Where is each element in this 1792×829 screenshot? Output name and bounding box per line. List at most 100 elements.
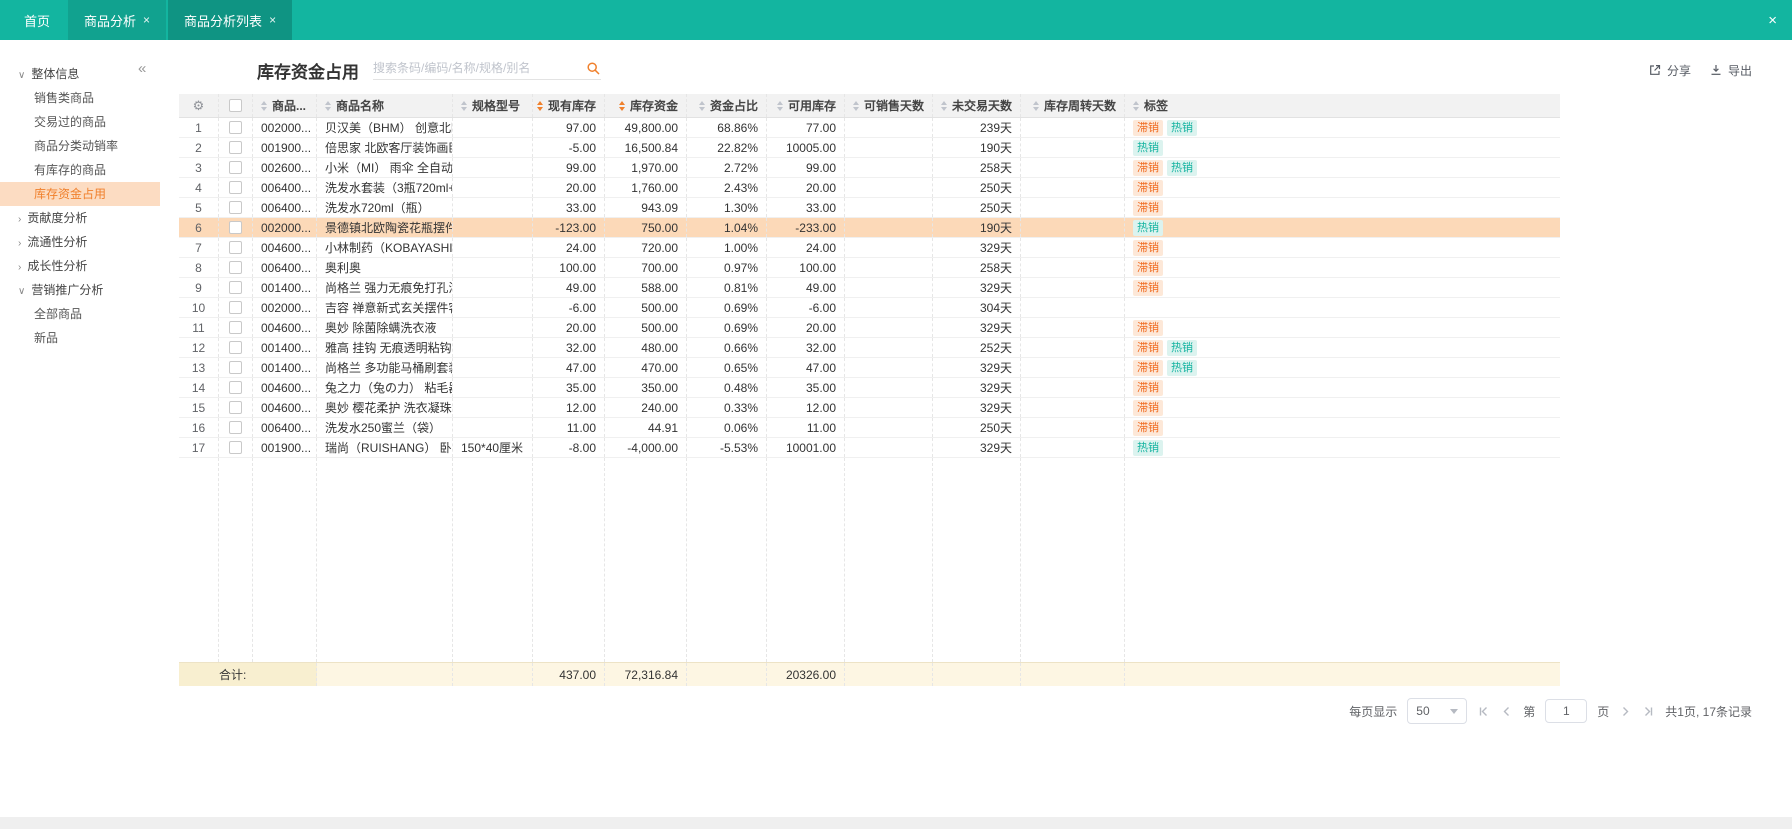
row-checkbox[interactable]	[229, 221, 242, 234]
sidebar-collapse-icon[interactable]: «	[138, 60, 147, 77]
table-row[interactable]: 4006400...洗发水套装（3瓶720ml+1瓶20.001,760.002…	[179, 178, 1560, 198]
cell-name: 尚格兰 多功能马桶刷套装 月	[317, 358, 453, 377]
page-input[interactable]	[1545, 699, 1588, 723]
table-row[interactable]: 11 004600... 奥妙 除菌除螨洗衣液 20.00 500.00 0.69% 20.…	[179, 318, 1560, 338]
row-checkbox[interactable]	[229, 401, 242, 414]
row-checkbox[interactable]	[229, 341, 242, 354]
row-checkbox[interactable]	[229, 161, 242, 174]
table-row[interactable]: 16 006400... 洗发水250蜜兰（袋） 11.00 44.91 0.06% 11.…	[179, 418, 1560, 438]
cell-fund: 49,800.00	[605, 118, 687, 137]
sidebar-item-7[interactable]: › 流通性分析	[0, 230, 160, 254]
sidebar-item-10[interactable]: 全部商品	[0, 302, 160, 326]
row-checkbox[interactable]	[229, 201, 242, 214]
totals-sale_days	[845, 663, 933, 686]
first-page-button[interactable]	[1477, 705, 1490, 718]
table-row[interactable]: 12 001400... 雅高 挂钩 无痕透明粘钩 强 32.00 480.00 0.66…	[179, 338, 1560, 358]
page-size-select[interactable]: 50	[1407, 698, 1468, 724]
col-header-avail[interactable]: 可用库存	[767, 94, 845, 117]
sidebar-item-6[interactable]: › 贡献度分析	[0, 206, 160, 230]
cell-turnover	[1021, 338, 1125, 357]
row-checkbox[interactable]	[229, 441, 242, 454]
sort-icon[interactable]	[852, 100, 859, 111]
sidebar-item-9[interactable]: ∨ 营销推广分析	[0, 278, 160, 302]
table-row[interactable]: 2 001900...倍思家 北欧客厅装饰画卧室 -5.0016,500.8422.…	[179, 138, 1560, 158]
row-checkbox[interactable]	[229, 261, 242, 274]
col-header-ratio[interactable]: 资金占比	[687, 94, 767, 117]
cell-sale_days	[845, 118, 933, 137]
row-checkbox[interactable]	[229, 141, 242, 154]
tab-0[interactable]: 首页	[8, 0, 66, 40]
sidebar-item-label: 成长性分析	[27, 259, 88, 273]
sidebar-item-1[interactable]: 销售类商品	[0, 86, 160, 110]
row-checkbox[interactable]	[229, 301, 242, 314]
table-row[interactable]: 1 002000...贝汉美（BHM） 创意北欧轻 97.0049,800.0068…	[179, 118, 1560, 138]
sort-icon[interactable]	[618, 100, 625, 111]
tab-1[interactable]: 商品分析 ×	[68, 0, 167, 40]
sort-icon[interactable]	[776, 100, 783, 111]
row-checkbox[interactable]	[229, 421, 242, 434]
table-row[interactable]: 5 006400... 洗发水720ml（瓶） 33.00 943.09 1.30% 33.…	[179, 198, 1560, 218]
sort-icon[interactable]	[940, 100, 947, 111]
col-header-fund[interactable]: 库存资金	[605, 94, 687, 117]
col-header-turnover[interactable]: 库存周转天数	[1021, 94, 1125, 117]
table-row[interactable]: 7004600...小林制药（KOBAYASHI）日24.00720.001.0…	[179, 238, 1560, 258]
table-row[interactable]: 8 006400... 奥利奥 100.00 700.00 0.97% 100.00 258天…	[179, 258, 1560, 278]
col-header-settings[interactable]: ⚙	[179, 94, 219, 117]
col-header-check[interactable]	[219, 94, 253, 117]
sidebar-item-4[interactable]: 有库存的商品	[0, 158, 160, 182]
col-header-tags[interactable]: 标签	[1125, 94, 1560, 117]
row-checkbox[interactable]	[229, 181, 242, 194]
col-header-sale_days[interactable]: 可销售天数	[845, 94, 933, 117]
row-checkbox[interactable]	[229, 281, 242, 294]
totals-spec	[453, 663, 533, 686]
table-row[interactable]: 6 002000...景德镇北欧陶瓷花瓶摆件 优 -123.00750.001.04…	[179, 218, 1560, 238]
sidebar-item-5[interactable]: 库存资金占用	[0, 182, 160, 206]
col-header-code[interactable]: 商品...	[253, 94, 317, 117]
tab-close-icon[interactable]: ×	[143, 13, 151, 27]
select-all-checkbox[interactable]	[229, 99, 242, 112]
prev-page-button[interactable]	[1500, 705, 1513, 718]
sort-icon[interactable]	[1032, 100, 1039, 111]
horizontal-scrollbar[interactable]	[0, 817, 1792, 829]
search-icon[interactable]	[586, 61, 601, 76]
sidebar-item-11[interactable]: 新品	[0, 326, 160, 350]
row-checkbox[interactable]	[229, 121, 242, 134]
row-checkbox[interactable]	[229, 361, 242, 374]
topbar-close-icon[interactable]: ×	[1768, 11, 1777, 29]
cell-sale_days	[845, 178, 933, 197]
next-page-button[interactable]	[1619, 705, 1632, 718]
sidebar-item-2[interactable]: 交易过的商品	[0, 110, 160, 134]
export-button[interactable]: 导出	[1709, 62, 1752, 79]
search-input[interactable]	[373, 61, 586, 75]
column-settings-icon[interactable]: ⚙	[192, 97, 205, 113]
sort-icon[interactable]	[461, 100, 467, 111]
share-button[interactable]: 分享	[1648, 62, 1691, 79]
col-header-no_trade[interactable]: 未交易天数	[933, 94, 1021, 117]
last-page-button[interactable]	[1642, 705, 1655, 718]
col-header-spec[interactable]: 规格型号	[453, 94, 533, 117]
col-header-name[interactable]: 商品名称	[317, 94, 453, 117]
table-row[interactable]: 17 001900...瑞尚（RUISHANG） 卧室浴150*40厘米-8.00…	[179, 438, 1560, 458]
cell-no_trade: 329天	[933, 438, 1021, 457]
sort-icon[interactable]	[536, 100, 543, 111]
sidebar-item-8[interactable]: › 成长性分析	[0, 254, 160, 278]
sort-icon[interactable]	[325, 100, 331, 111]
sort-icon[interactable]	[1133, 100, 1139, 111]
tab-2[interactable]: 商品分析列表 ×	[168, 0, 293, 40]
sidebar-item-3[interactable]: 商品分类动销率	[0, 134, 160, 158]
row-checkbox[interactable]	[229, 241, 242, 254]
row-checkbox[interactable]	[229, 381, 242, 394]
sidebar-item-0[interactable]: ∨ 整体信息	[0, 62, 160, 86]
tab-close-icon[interactable]: ×	[269, 13, 277, 27]
col-header-stock[interactable]: 现有库存	[533, 94, 605, 117]
sort-icon[interactable]	[698, 100, 705, 111]
row-checkbox[interactable]	[229, 321, 242, 334]
search-box[interactable]	[373, 61, 601, 80]
sort-icon[interactable]	[261, 100, 267, 111]
